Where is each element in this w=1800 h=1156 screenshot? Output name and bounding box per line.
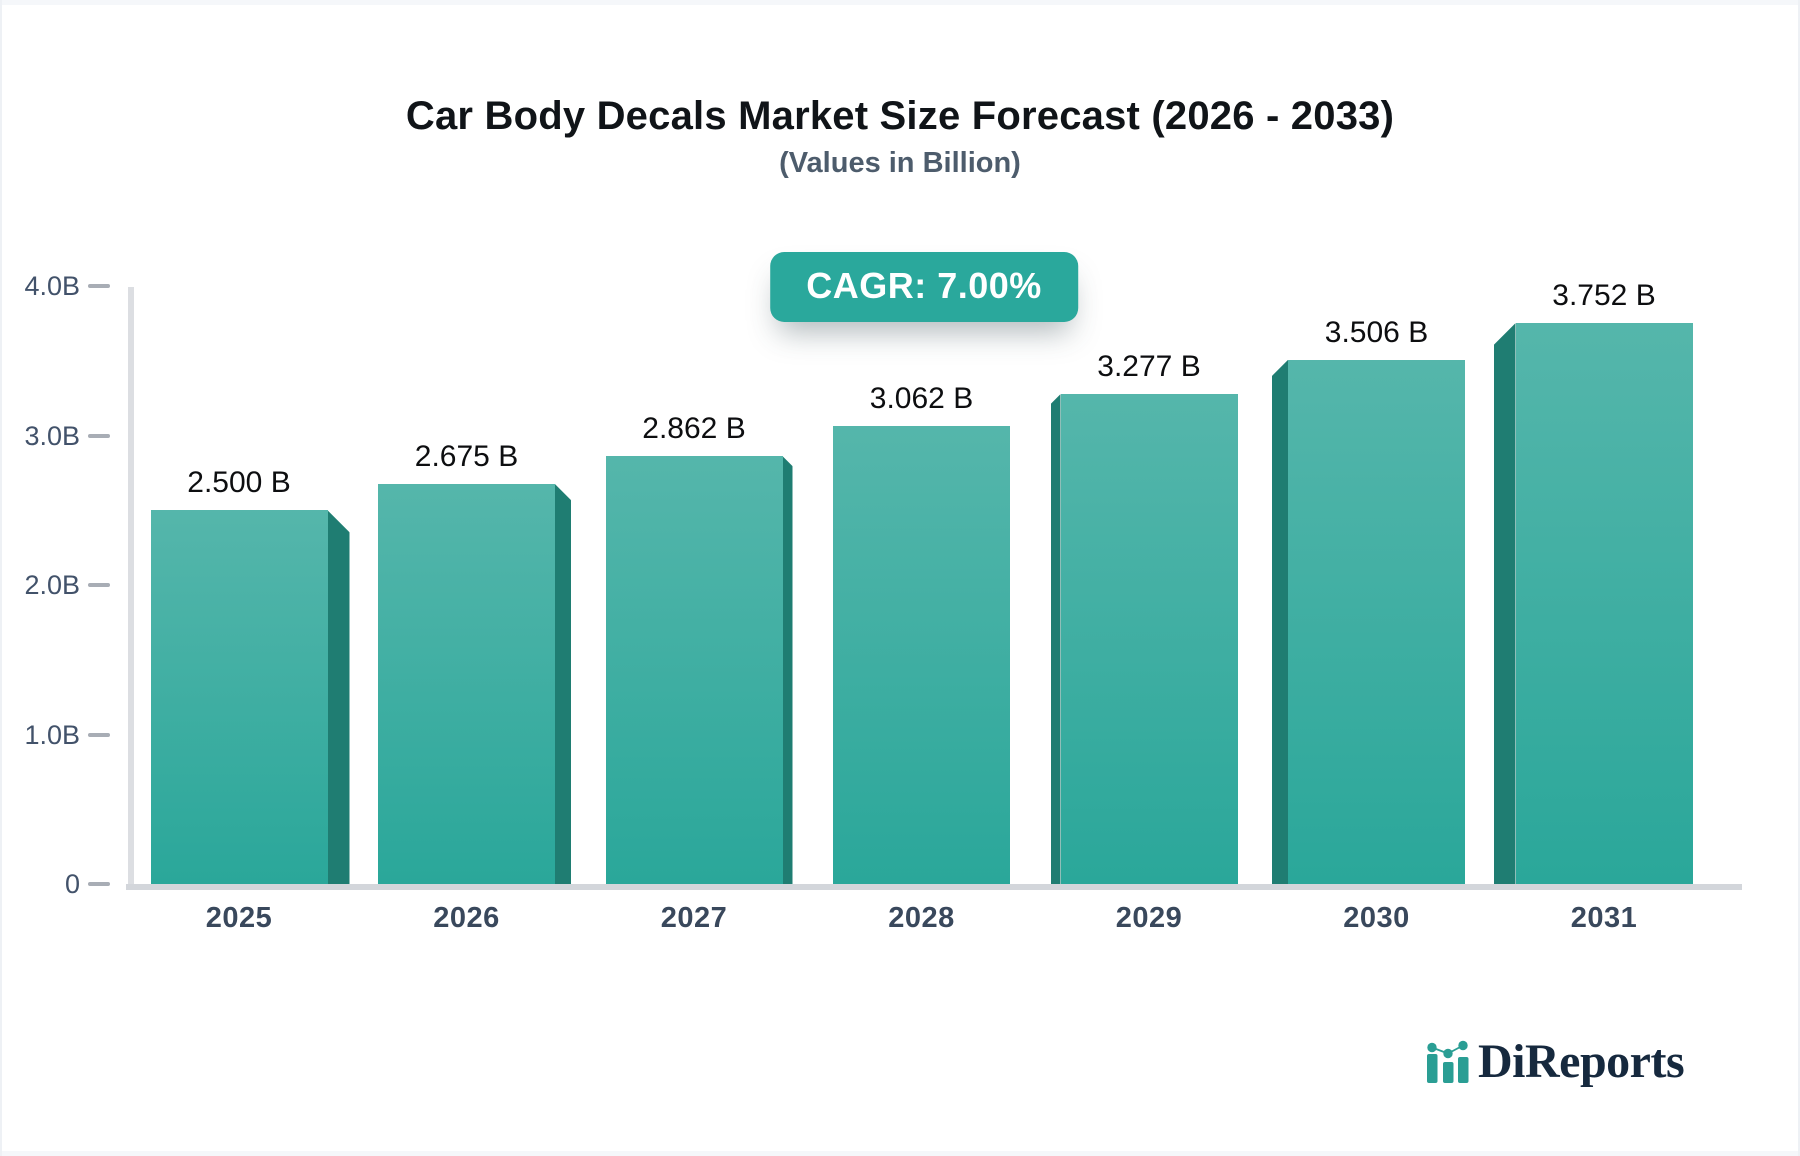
bar (1288, 359, 1465, 884)
bar (1515, 323, 1693, 884)
bar-value-label: 2.675 B (414, 440, 519, 474)
bar (833, 426, 1010, 884)
y-tick-mark (88, 583, 110, 587)
x-axis-label: 2028 (888, 902, 955, 934)
y-tick-label: 4.0B (24, 271, 80, 301)
bar (150, 510, 328, 884)
mini-bar-trend-icon (1427, 1040, 1469, 1083)
x-axis-label: 2026 (433, 902, 500, 934)
y-tick-label: 0 (64, 869, 80, 899)
bar-value-label: 3.506 B (1324, 315, 1429, 349)
frame-top (0, 0, 1800, 5)
frame-left (0, 0, 2, 1156)
bar-side-face (782, 456, 793, 884)
y-axis-line (128, 287, 134, 890)
chart-title: Car Body Decals Market Size Forecast (20… (405, 94, 1395, 138)
y-tick-label: 3.0B (24, 420, 80, 451)
bar-side-face (1493, 323, 1516, 884)
cagr-badge: CAGR: 7.00% (770, 252, 1078, 322)
bar-value-label: 2.862 B (642, 412, 746, 446)
bar-side-face (1272, 359, 1288, 884)
bar-value-label: 3.752 B (1552, 279, 1656, 313)
bar-side-face (1050, 394, 1061, 884)
x-axis-label: 2031 (1570, 902, 1638, 934)
bar-side-face (555, 484, 571, 884)
y-tick-mark (88, 284, 110, 288)
y-tick-mark (88, 433, 110, 438)
x-axis-label: 2030 (1343, 902, 1410, 934)
y-tick-mark (88, 732, 110, 737)
chart-subtitle: (Values in Billion) (779, 147, 1021, 179)
bar-value-label: 2.500 B (187, 466, 291, 500)
frame-bottom (0, 1151, 1800, 1156)
bar (605, 456, 783, 884)
y-tick-label: 2.0B (24, 570, 80, 600)
brand-name: DiReports (1478, 1035, 1685, 1088)
x-axis-label: 2025 (205, 902, 273, 934)
bar-side-face (327, 510, 350, 884)
x-axis-baseline (126, 884, 1742, 890)
bar-value-label: 3.062 B (869, 382, 974, 416)
y-tick-mark (88, 882, 110, 886)
frame-right (1798, 0, 1800, 1156)
y-tick-label: 1.0B (24, 719, 80, 750)
bar (1060, 394, 1238, 884)
bar-value-label: 3.277 B (1097, 350, 1201, 384)
x-axis-label: 2027 (660, 902, 728, 934)
bar (378, 484, 555, 884)
x-axis-label: 2029 (1115, 902, 1183, 934)
direports-logo: DiReports (1425, 1035, 1685, 1089)
